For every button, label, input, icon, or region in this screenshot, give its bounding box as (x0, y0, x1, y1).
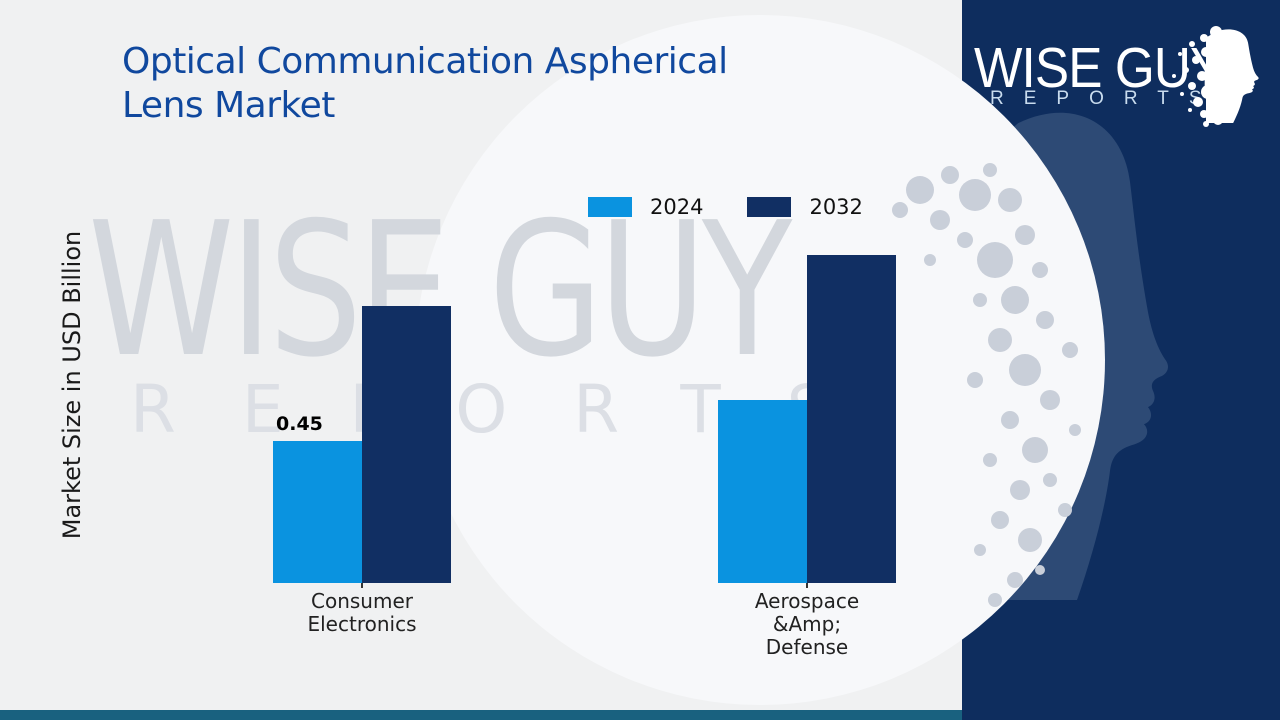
x-tick-consumer-electronics (361, 583, 363, 588)
legend-label-2024: 2024 (650, 195, 704, 219)
legend-swatch-2024 (588, 197, 632, 217)
footer-accent-strip (0, 710, 962, 720)
legend-swatch-2032 (747, 197, 792, 217)
x-tick-aerospace-defense (806, 583, 808, 588)
category-line: &Amp; (772, 612, 842, 636)
bar-2032-aerospace-defense (807, 255, 896, 583)
watermark-circle (415, 15, 1105, 705)
brand-subtext: REPORTS (990, 88, 1222, 109)
category-line: Consumer (311, 589, 413, 613)
page-title-line1: Optical Communication Aspherical (122, 41, 728, 82)
chart-legend: 2024 2032 (588, 195, 863, 219)
brand-wordmark: WISE GUY (974, 36, 1224, 100)
legend-label-2032: 2032 (809, 195, 863, 219)
bar-2024-consumer-electronics (273, 441, 362, 583)
data-label-045: 0.45 (276, 413, 323, 435)
category-line: Aerospace (754, 589, 860, 613)
bar-2032-consumer-electronics (362, 306, 451, 583)
category-label-consumer-electronics: Consumer Electronics (252, 590, 472, 636)
page-title-line2: Lens Market (122, 85, 335, 126)
page-title: Optical Communication Aspherical Lens Ma… (122, 40, 728, 128)
category-line: Defense (765, 635, 849, 659)
category-label-aerospace-defense: Aerospace &Amp; Defense (697, 590, 917, 659)
y-axis-label: Market Size in USD Billion (58, 230, 86, 540)
category-line: Electronics (307, 612, 417, 636)
face-profile-logo-icon (1206, 29, 1259, 123)
bar-2024-aerospace-defense (718, 400, 807, 583)
dots-pattern-watermark (892, 163, 1081, 607)
watermark-subtext: REPORTS (130, 371, 895, 448)
